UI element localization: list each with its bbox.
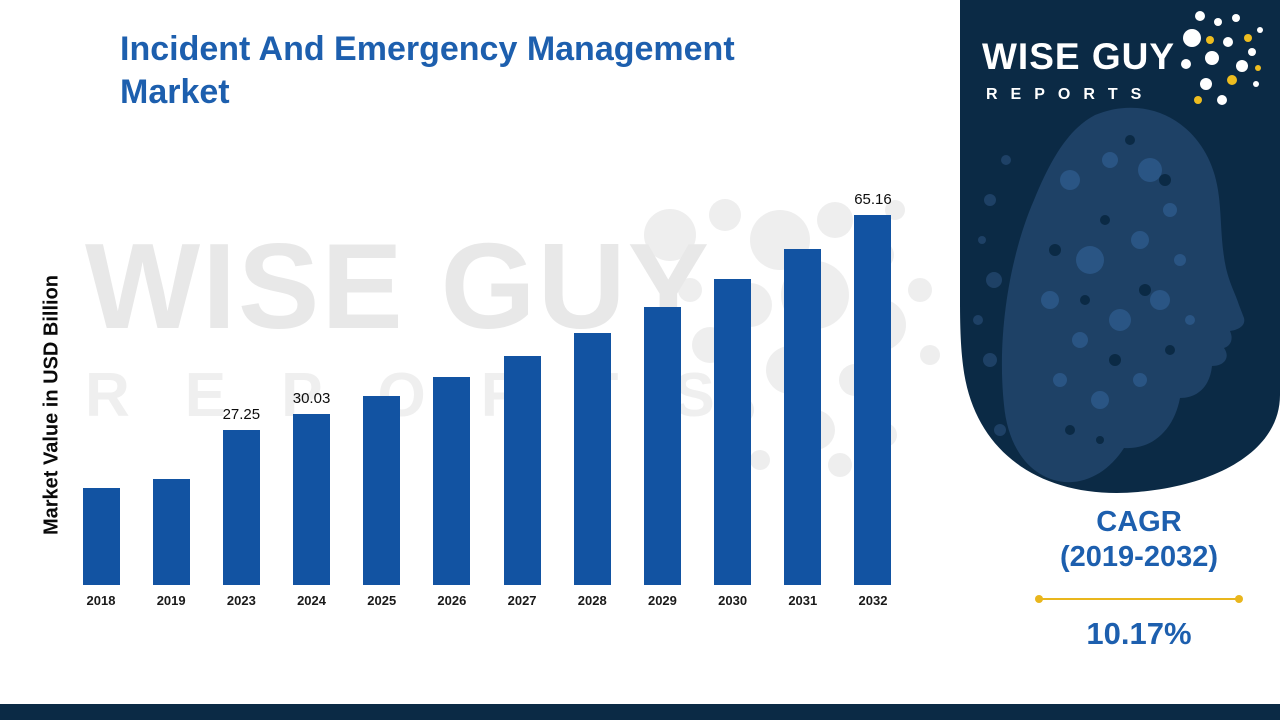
x-tick-2027: 2027	[507, 593, 537, 608]
bar-2026	[433, 377, 471, 585]
cagr-divider-line	[1035, 594, 1243, 603]
cagr-range: (2019-2032)	[1060, 541, 1218, 574]
bar-2028	[573, 333, 611, 585]
data-label-2032: 65.16	[854, 191, 892, 208]
x-tick-2030: 2030	[718, 593, 748, 608]
bar-2018	[82, 488, 120, 585]
x-tick-2025: 2025	[367, 593, 397, 608]
x-tick-2028: 2028	[577, 593, 607, 608]
bar-2029	[643, 307, 681, 585]
line-endpoint-dot-left	[1035, 594, 1043, 603]
logo-head-dots	[1181, 11, 1263, 105]
page-title: Incident And Emergency Management Market	[120, 30, 735, 111]
bar-2023	[222, 430, 260, 585]
x-tick-2032: 2032	[858, 593, 888, 608]
x-tick-2023: 2023	[226, 593, 256, 608]
x-tick-2026: 2026	[437, 593, 467, 608]
right-panel-graphic	[960, 0, 1280, 493]
x-tick-2024: 2024	[297, 593, 326, 608]
bar-chart: 2018 2019 2023 27.25 2024 30.03 2025 2026 2027 20…	[65, 0, 945, 608]
cagr-value: 10.17%	[1086, 615, 1192, 651]
bar-2025	[363, 396, 401, 585]
head-dots-light	[1041, 152, 1195, 409]
bar-2019	[152, 479, 190, 585]
data-label-2024: 30.03	[292, 390, 331, 407]
watermark-line1: WISE GUY	[85, 218, 712, 354]
bar-2032	[854, 215, 892, 585]
bar-2024	[293, 414, 331, 585]
line-endpoint-dot-right	[1235, 594, 1243, 603]
head-dots-dark	[1049, 135, 1175, 444]
bar-2030	[714, 279, 752, 585]
cagr-block: CAGR (2019-2032) 10.17%	[1010, 505, 1268, 652]
bar-2031	[784, 249, 822, 585]
brand-panel: WISE GUY REPORTS	[960, 0, 1280, 540]
data-label-2023: 27.25	[222, 406, 261, 423]
bar-2027	[503, 356, 541, 585]
logo-wordmark: WISE GUY	[982, 36, 1176, 77]
cagr-label: CAGR	[1096, 506, 1182, 538]
x-tick-2019: 2019	[156, 593, 186, 608]
bottom-accent-bar	[0, 704, 1280, 720]
head-silhouette	[973, 107, 1245, 483]
logo-subtitle: REPORTS	[986, 86, 1155, 103]
x-tick-2029: 2029	[647, 593, 677, 608]
head-dissolve-dots	[973, 155, 1023, 475]
x-tick-2018: 2018	[86, 593, 116, 608]
x-tick-2031: 2031	[788, 593, 818, 608]
y-axis-label: Market Value in USD Billion	[40, 274, 63, 536]
